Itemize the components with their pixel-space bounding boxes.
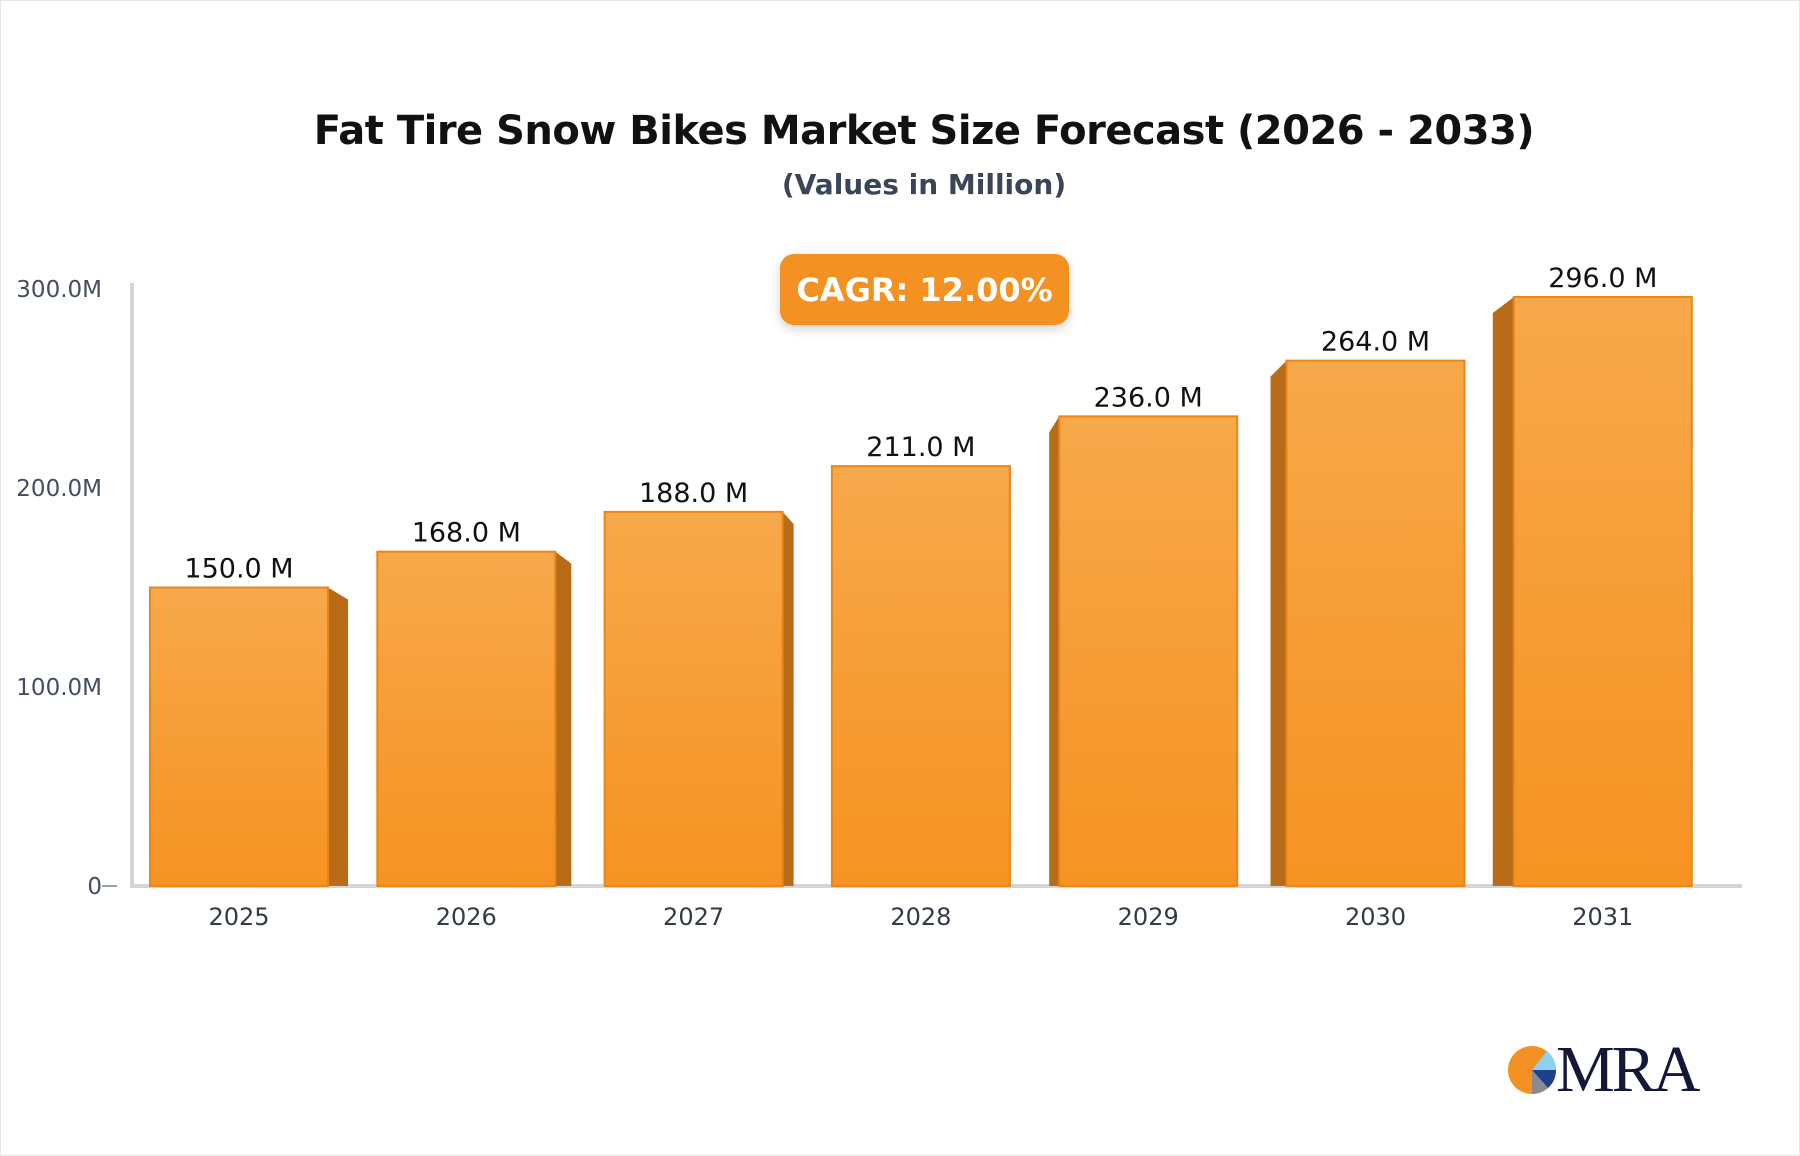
chart-title: Fat Tire Snow Bikes Market Size Forecast… xyxy=(313,108,1535,154)
data-label: 296.0 M xyxy=(1548,263,1657,294)
bar-side xyxy=(1270,360,1287,886)
bar-side xyxy=(1492,296,1514,887)
bar-side xyxy=(555,551,572,886)
cagr-badge: CAGR: 12.00% xyxy=(780,254,1069,325)
data-label: 150.0 M xyxy=(184,554,293,585)
bar-2031 xyxy=(1512,295,1693,887)
bar-2029 xyxy=(1058,415,1239,887)
x-tick-label: 2029 xyxy=(1118,903,1179,931)
x-tick-label: 2026 xyxy=(436,903,497,931)
chart-subtitle: (Values in Million) xyxy=(781,168,1067,201)
x-tick-label: 2027 xyxy=(663,903,724,931)
data-label: 264.0 M xyxy=(1321,327,1430,358)
data-label: 236.0 M xyxy=(1094,382,1203,413)
y-tick-label: 100.0M xyxy=(16,675,102,701)
bar-2028 xyxy=(830,465,1011,887)
x-tick-label: 2031 xyxy=(1572,903,1633,931)
y-tick-label: 300.0M xyxy=(16,277,102,303)
y-tick-label: 200.0M xyxy=(16,476,102,502)
data-label: 211.0 M xyxy=(866,432,975,463)
data-label: 168.0 M xyxy=(412,518,521,549)
logo-pie-icon xyxy=(1508,1046,1557,1095)
data-label: 188.0 M xyxy=(639,478,748,509)
bar-2027 xyxy=(603,510,784,887)
y-tick-label: 0 xyxy=(87,874,102,900)
x-tick-label: 2025 xyxy=(208,903,269,931)
bar-2025 xyxy=(149,586,329,887)
mra-logo: MRA xyxy=(1504,1033,1700,1106)
x-tick-label: 2030 xyxy=(1345,903,1406,931)
bar-side xyxy=(328,587,348,886)
bar-2030 xyxy=(1285,359,1466,887)
bar-side xyxy=(1049,416,1060,886)
x-tick-label: 2028 xyxy=(890,903,951,931)
logo-text: MRA xyxy=(1556,1033,1700,1106)
bar-2026 xyxy=(376,550,557,887)
bar-side xyxy=(782,511,794,886)
